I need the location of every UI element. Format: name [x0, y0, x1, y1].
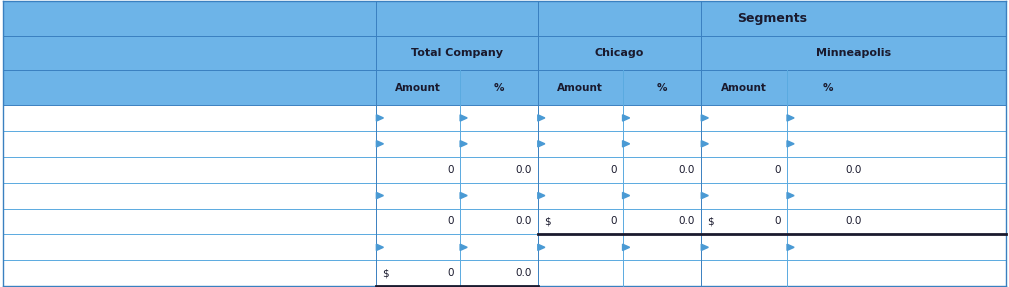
Text: 0: 0: [448, 165, 454, 175]
Bar: [3, 208, 1006, 234]
Polygon shape: [787, 115, 794, 121]
Polygon shape: [460, 192, 467, 199]
Text: 0.0: 0.0: [846, 216, 862, 226]
Text: 0.0: 0.0: [516, 165, 532, 175]
Polygon shape: [460, 115, 467, 121]
Text: Chicago: Chicago: [595, 48, 644, 58]
Polygon shape: [701, 115, 708, 121]
Polygon shape: [787, 244, 794, 251]
Text: 0: 0: [610, 165, 616, 175]
Polygon shape: [376, 244, 383, 251]
Polygon shape: [376, 192, 383, 199]
Polygon shape: [701, 141, 708, 147]
Polygon shape: [623, 141, 630, 147]
Text: Amount: Amount: [721, 83, 767, 93]
Polygon shape: [787, 141, 794, 147]
Polygon shape: [623, 115, 630, 121]
Text: 0.0: 0.0: [679, 165, 695, 175]
Polygon shape: [538, 141, 545, 147]
Bar: [3, 1, 1006, 36]
Polygon shape: [376, 115, 383, 121]
Bar: [3, 105, 1006, 131]
Polygon shape: [701, 192, 708, 199]
Text: 0.0: 0.0: [516, 268, 532, 278]
Polygon shape: [701, 244, 708, 251]
Text: 0.0: 0.0: [516, 216, 532, 226]
Text: Amount: Amount: [396, 83, 441, 93]
Polygon shape: [538, 244, 545, 251]
Text: Amount: Amount: [557, 83, 603, 93]
Text: 0: 0: [610, 216, 616, 226]
Polygon shape: [623, 244, 630, 251]
Polygon shape: [623, 192, 630, 199]
Text: %: %: [657, 83, 667, 93]
Text: 0.0: 0.0: [679, 216, 695, 226]
Text: 0: 0: [448, 268, 454, 278]
Text: Minneapolis: Minneapolis: [816, 48, 891, 58]
Bar: [3, 234, 1006, 260]
Text: 0: 0: [775, 165, 781, 175]
Text: $: $: [707, 216, 714, 226]
Bar: [3, 183, 1006, 208]
Polygon shape: [460, 244, 467, 251]
Bar: [3, 131, 1006, 157]
Polygon shape: [538, 115, 545, 121]
Text: 0: 0: [448, 216, 454, 226]
Polygon shape: [538, 192, 545, 199]
Text: Total Company: Total Company: [411, 48, 503, 58]
Bar: [3, 70, 1006, 105]
Bar: [3, 260, 1006, 286]
Text: 0.0: 0.0: [846, 165, 862, 175]
Text: $: $: [544, 216, 551, 226]
Polygon shape: [460, 141, 467, 147]
Text: Segments: Segments: [737, 12, 807, 25]
Text: 0: 0: [775, 216, 781, 226]
Bar: [3, 36, 1006, 70]
Text: %: %: [493, 83, 504, 93]
Polygon shape: [787, 192, 794, 199]
Polygon shape: [376, 141, 383, 147]
Text: $: $: [382, 268, 389, 278]
Bar: [3, 157, 1006, 183]
Text: %: %: [822, 83, 832, 93]
